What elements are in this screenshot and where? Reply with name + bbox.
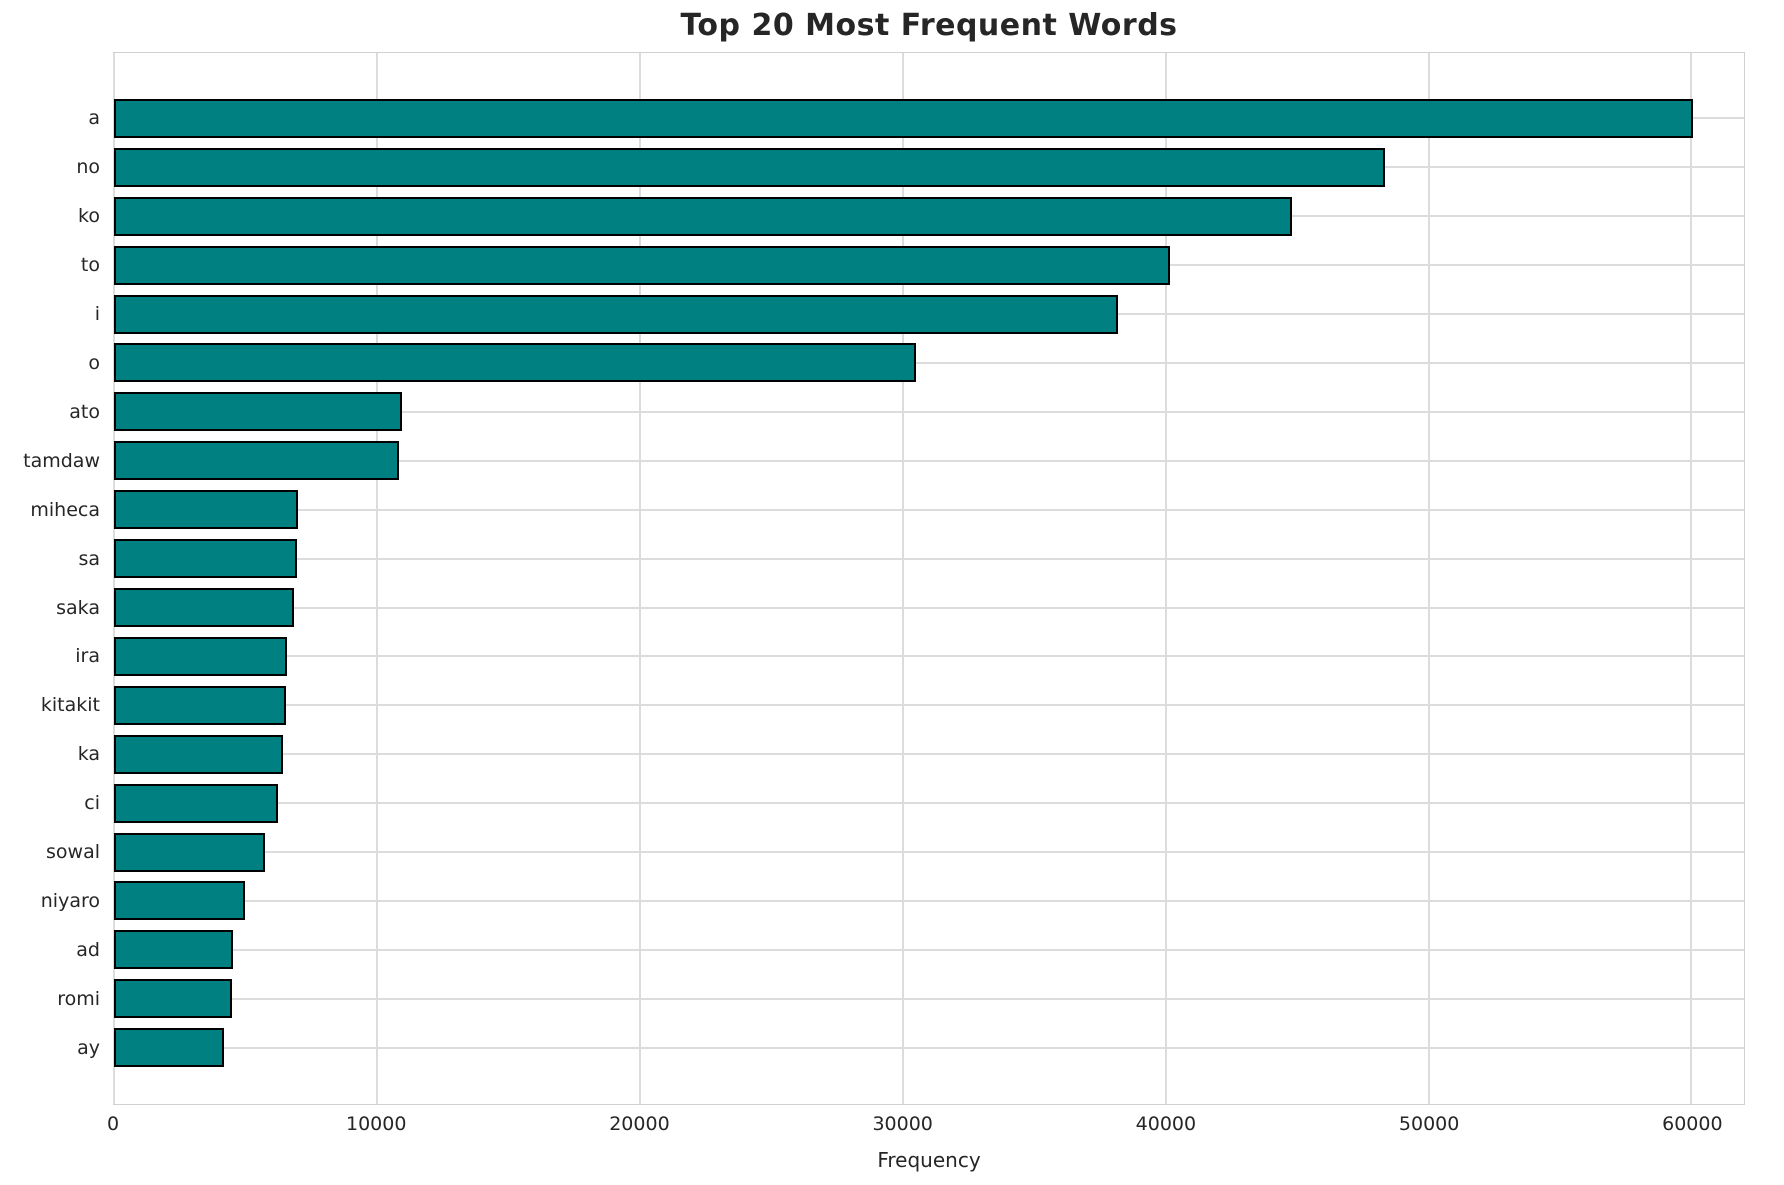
bar-row: romi <box>57 974 1744 1023</box>
bar-row: kitakit <box>41 681 1744 730</box>
y-tick-label: sowal <box>46 841 100 864</box>
y-tick-label: sa <box>78 547 100 570</box>
y-tick-label: no <box>76 156 100 179</box>
vertical-gridline <box>1164 53 1167 1104</box>
horizontal-gridline <box>114 1046 1744 1049</box>
bar-row: ato <box>69 387 1744 436</box>
bar-row: ko <box>78 192 1744 241</box>
bar-row: to <box>81 241 1744 290</box>
horizontal-gridline <box>114 851 1744 854</box>
bar-ad <box>114 930 234 970</box>
horizontal-gridline <box>114 459 1744 462</box>
x-axis-label: Frequency <box>877 1148 981 1172</box>
bar-row: saka <box>56 583 1744 632</box>
bar-row: a <box>88 94 1744 143</box>
y-tick-label: ato <box>69 400 100 423</box>
horizontal-gridline <box>114 948 1744 951</box>
y-tick-label: miheca <box>30 498 100 521</box>
bar-row: no <box>76 143 1744 192</box>
chart-title: Top 20 Most Frequent Words <box>680 8 1178 43</box>
horizontal-gridline <box>114 802 1744 805</box>
vertical-gridline <box>375 53 378 1104</box>
bar-ato <box>114 392 403 432</box>
bar-no <box>114 147 1386 187</box>
vertical-gridline <box>1427 53 1430 1104</box>
bar-ko <box>114 196 1292 236</box>
horizontal-gridline <box>114 410 1744 413</box>
horizontal-gridline <box>114 655 1744 658</box>
bar-row: tamdaw <box>23 436 1744 485</box>
y-tick-label: tamdaw <box>23 449 100 472</box>
horizontal-gridline <box>114 508 1744 511</box>
x-axis-ticks: 0 10000 20000 30000 40000 50000 60000 <box>107 1113 1745 1139</box>
y-tick-label: ira <box>75 645 100 668</box>
horizontal-gridline <box>114 899 1744 902</box>
bar-ira <box>114 636 287 676</box>
y-tick-label: ko <box>78 205 100 228</box>
bar-i <box>114 294 1119 334</box>
bar-ay <box>114 1028 224 1068</box>
y-tick-label: ci <box>84 792 100 815</box>
bar-a <box>114 98 1693 138</box>
x-tick-label: 0 <box>106 1113 120 1135</box>
bar-row: ad <box>76 925 1744 974</box>
x-tick-label: 40000 <box>1135 1113 1197 1135</box>
x-tick-label: 60000 <box>1662 1113 1723 1135</box>
vertical-gridline <box>1690 53 1693 1104</box>
x-tick-label: 10000 <box>345 1113 407 1135</box>
bars-container: a no ko to i o ato tamdaw miheca sa saka ira kitakit… <box>23 53 1744 1104</box>
horizontal-gridline <box>114 606 1744 609</box>
y-tick-label: ka <box>77 743 100 766</box>
y-tick-label: saka <box>56 596 100 619</box>
plot-area: a no ko to i o ato tamdaw miheca sa saka ira kitakit… <box>23 52 1745 1105</box>
bar-miheca <box>114 490 299 530</box>
bar-saka <box>114 588 295 628</box>
bar-row: o <box>88 339 1744 388</box>
bar-sa <box>114 539 297 579</box>
bar-row: i <box>95 290 1744 339</box>
bar-row: ci <box>84 779 1744 828</box>
bar-niyaro <box>114 881 246 921</box>
vertical-gridline <box>901 53 904 1104</box>
bar-row: sa <box>78 534 1744 583</box>
bar-ka <box>114 734 283 774</box>
y-tick-label: niyaro <box>40 889 100 912</box>
bar-ci <box>114 783 278 823</box>
bar-romi <box>114 979 232 1019</box>
horizontal-gridline <box>114 997 1744 1000</box>
bar-sowal <box>114 832 265 872</box>
y-tick-label: kitakit <box>40 694 100 717</box>
x-tick-label: 20000 <box>609 1113 670 1135</box>
horizontal-gridline <box>114 704 1744 707</box>
x-tick-label: 50000 <box>1398 1113 1460 1135</box>
horizontal-gridline <box>114 361 1744 364</box>
y-tick-label: ad <box>76 938 100 961</box>
x-tick-label: 30000 <box>872 1113 933 1135</box>
y-tick-label: to <box>80 254 100 277</box>
bar-row: ka <box>78 730 1744 779</box>
y-tick-label: ay <box>77 1036 100 1059</box>
bar-row: sowal <box>46 828 1744 877</box>
y-tick-label: romi <box>57 987 100 1010</box>
y-tick-label: a <box>88 107 100 130</box>
y-tick-label: o <box>88 351 100 374</box>
horizontal-gridline <box>114 753 1744 756</box>
bar-tamdaw <box>114 441 400 481</box>
bar-row: niyaro <box>41 877 1744 926</box>
bar-kitakit <box>114 685 286 725</box>
bar-o <box>114 343 916 383</box>
bar-row: ira <box>75 632 1744 681</box>
bar-row: miheca <box>30 485 1744 534</box>
bar-to <box>114 245 1170 285</box>
vertical-gridline <box>638 53 641 1104</box>
bar-row: ay <box>77 1023 1744 1072</box>
y-tick-label: i <box>94 303 100 326</box>
horizontal-gridline <box>114 557 1744 560</box>
vertical-gridline <box>113 53 115 1104</box>
